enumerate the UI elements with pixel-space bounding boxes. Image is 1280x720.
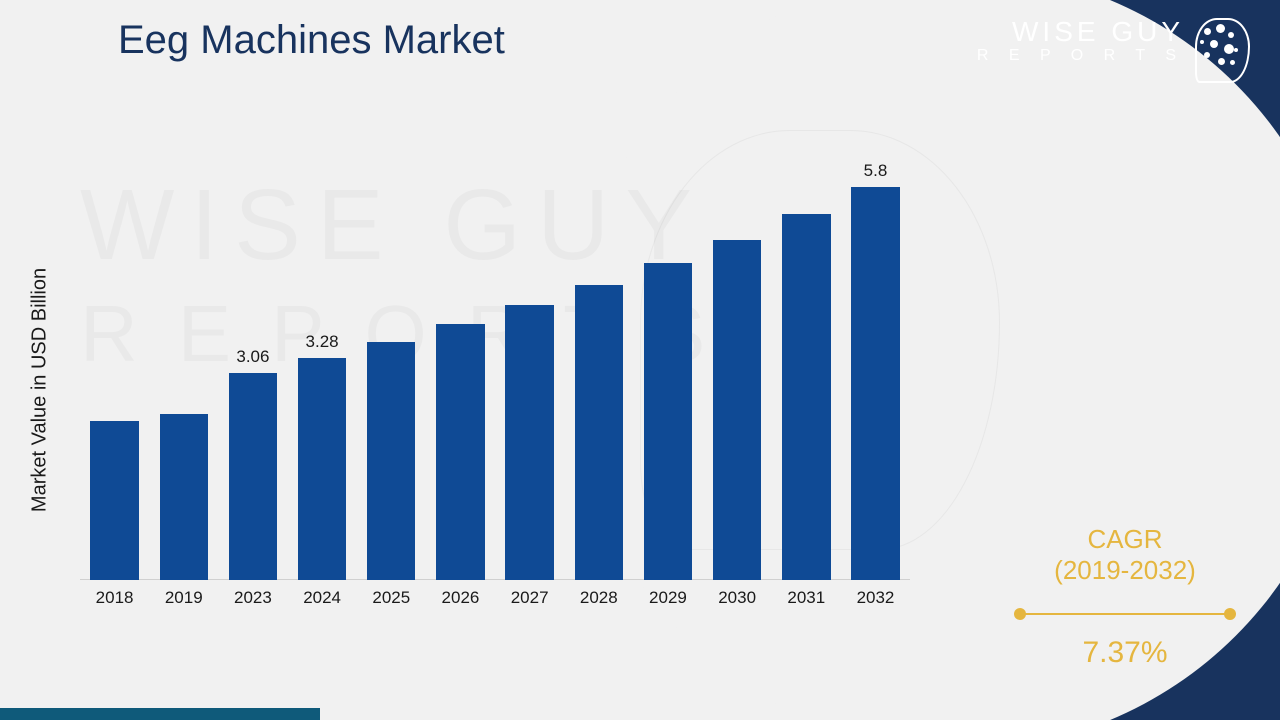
bar	[644, 263, 692, 580]
bar	[505, 305, 553, 580]
bar-slot	[357, 160, 426, 580]
head-icon-dots	[1190, 18, 1250, 88]
bar-chart: Market Value in USD Billion 3.063.285.8 …	[50, 160, 910, 620]
bar	[782, 214, 830, 580]
bottom-accent-strip	[0, 708, 320, 720]
cagr-label: CAGR	[1010, 524, 1240, 555]
head-icon	[1190, 18, 1250, 88]
bar-value-label: 3.06	[236, 347, 269, 367]
x-tick-label: 2032	[841, 580, 910, 620]
x-tick-label: 2019	[149, 580, 218, 620]
bar-slot	[149, 160, 218, 580]
bar-value-label: 3.28	[306, 332, 339, 352]
bar-slot	[564, 160, 633, 580]
page-title: Eeg Machines Market	[118, 18, 505, 63]
bar: 3.28	[298, 358, 346, 580]
brand-logo: WISE GUY R E P O R T S	[977, 18, 1250, 88]
x-tick-label: 2024	[288, 580, 357, 620]
bar	[713, 240, 761, 580]
brand-logo-line1: WISE GUY	[1012, 18, 1184, 46]
bar	[160, 414, 208, 580]
bar-value-label: 5.8	[864, 161, 888, 181]
x-tick-label: 2031	[772, 580, 841, 620]
bar-slot	[495, 160, 564, 580]
x-tick-label: 2023	[218, 580, 287, 620]
y-axis-label: Market Value in USD Billion	[29, 268, 52, 512]
bar: 5.8	[851, 187, 899, 580]
x-tick-label: 2028	[564, 580, 633, 620]
bars-container: 3.06 3.28 5.8	[80, 160, 910, 580]
bar: 3.06	[229, 373, 277, 580]
bar	[90, 421, 138, 580]
bar	[436, 324, 484, 580]
x-tick-label: 2018	[80, 580, 149, 620]
plot-area: 3.06 3.28 5.8	[80, 160, 910, 580]
bar-slot	[703, 160, 772, 580]
x-tick-label: 2027	[495, 580, 564, 620]
bar-slot: 5.8	[841, 160, 910, 580]
bar-slot	[426, 160, 495, 580]
brand-logo-text: WISE GUY R E P O R T S	[977, 18, 1184, 64]
cagr-block: CAGR (2019-2032) 7.37%	[1010, 524, 1240, 670]
x-tick-label: 2030	[703, 580, 772, 620]
bar-slot: 3.06	[218, 160, 287, 580]
cagr-divider	[1010, 602, 1240, 626]
page-root: WISE GUYREPORTS Eeg Machines Market WISE…	[0, 0, 1280, 720]
cagr-range: (2019-2032)	[1010, 555, 1240, 586]
x-axis-labels: 2018201920232024202520262027202820292030…	[80, 580, 910, 620]
x-tick-label: 2029	[633, 580, 702, 620]
bar	[575, 285, 623, 580]
brand-logo-line2: R E P O R T S	[977, 48, 1184, 64]
bar-slot: 3.28	[288, 160, 357, 580]
bar	[367, 342, 415, 580]
x-tick-label: 2025	[357, 580, 426, 620]
x-tick-label: 2026	[426, 580, 495, 620]
bar-slot	[633, 160, 702, 580]
bar-slot	[772, 160, 841, 580]
cagr-value: 7.37%	[1010, 636, 1240, 670]
bar-slot	[80, 160, 149, 580]
